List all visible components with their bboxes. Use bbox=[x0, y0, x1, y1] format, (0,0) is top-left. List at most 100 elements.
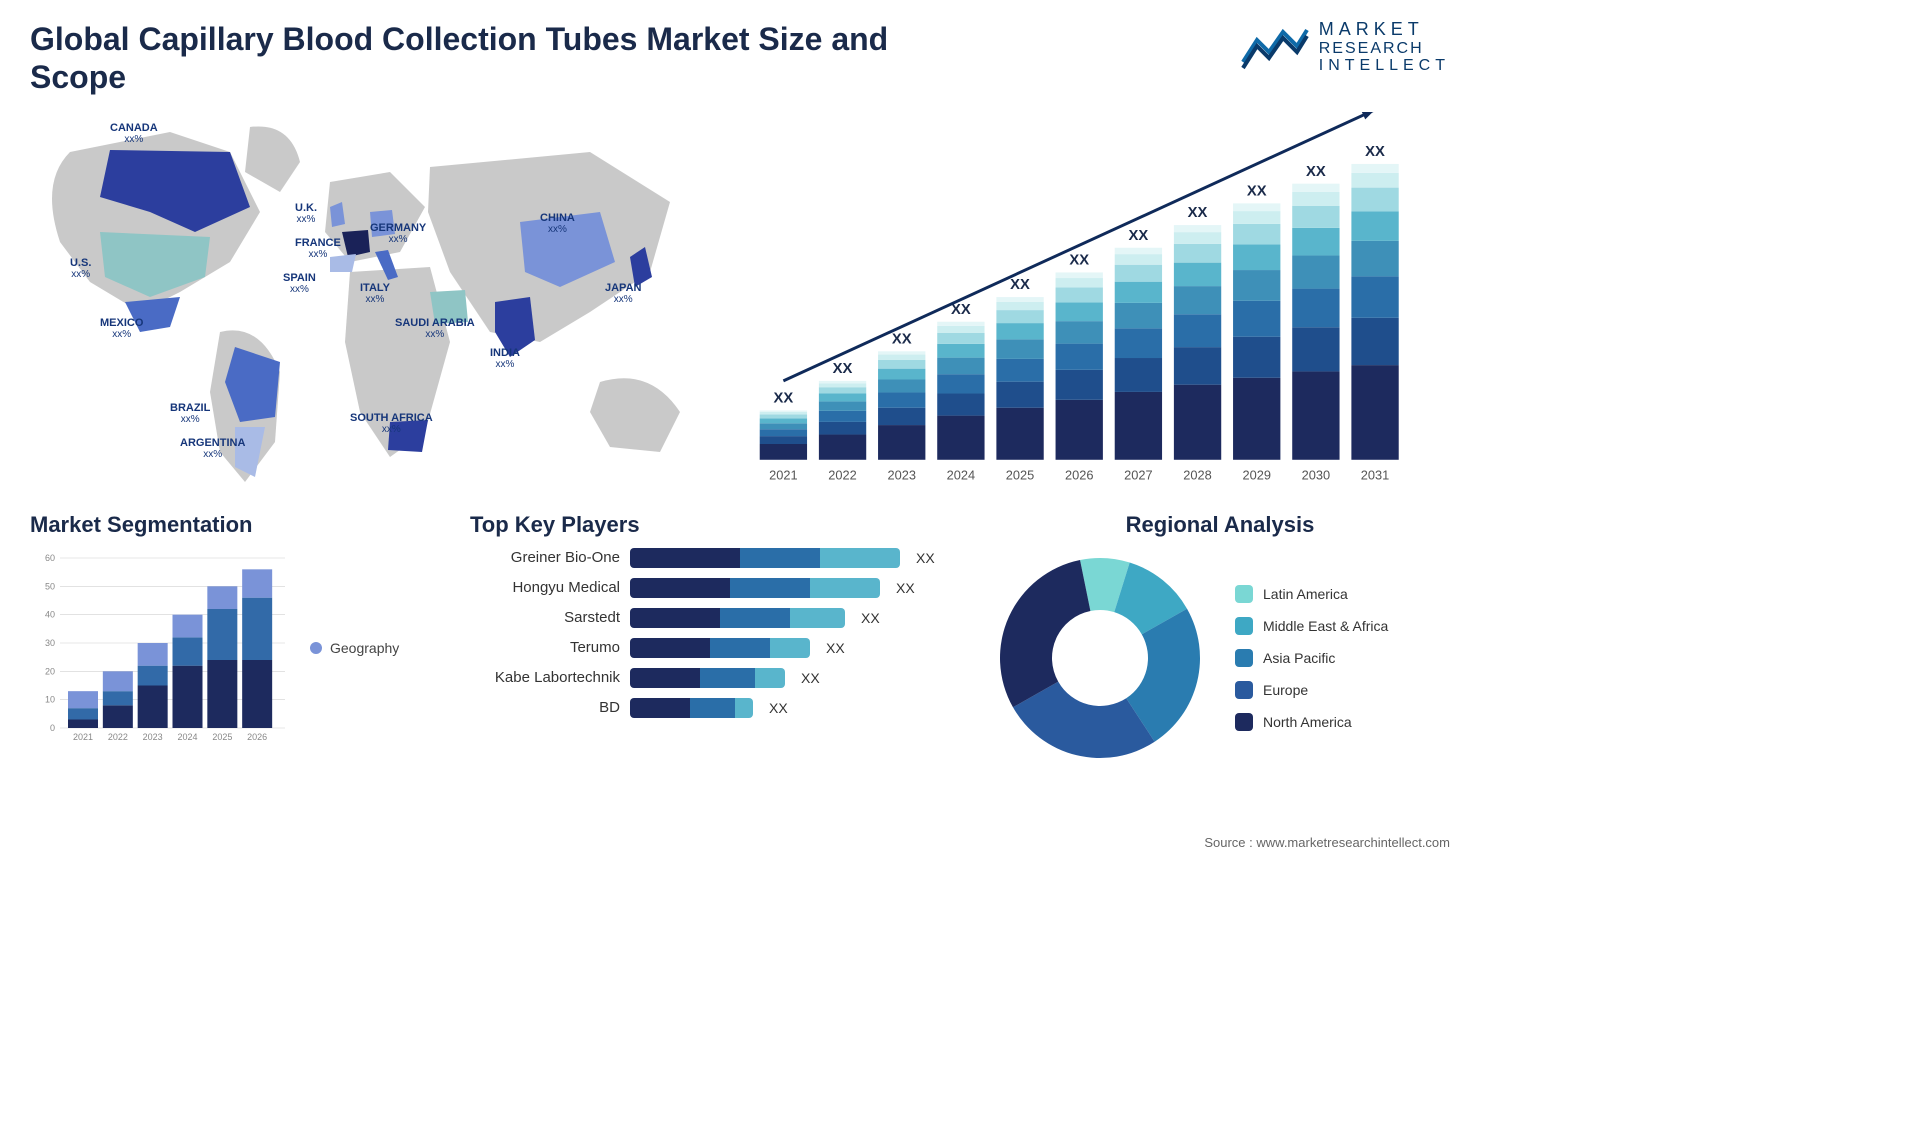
bar-segment bbox=[1233, 203, 1280, 211]
bar-segment bbox=[878, 425, 925, 460]
player-bar-segment bbox=[810, 578, 880, 598]
legend-swatch bbox=[1235, 649, 1253, 667]
player-name: Sarstedt bbox=[470, 609, 620, 626]
y-tick-label: 40 bbox=[45, 609, 55, 619]
bar-segment bbox=[878, 351, 925, 354]
player-bar-segment bbox=[710, 638, 770, 658]
legend-swatch bbox=[1235, 713, 1253, 731]
bar-segment bbox=[1174, 347, 1221, 385]
map-label-germany: GERMANYxx% bbox=[370, 222, 426, 245]
bar-segment bbox=[878, 368, 925, 379]
player-name: Hongyu Medical bbox=[470, 579, 620, 596]
bar-segment bbox=[1351, 241, 1398, 277]
bar-segment bbox=[1174, 244, 1221, 263]
segmentation-title: Market Segmentation bbox=[30, 512, 450, 538]
y-tick-label: 60 bbox=[45, 553, 55, 563]
player-bar bbox=[630, 578, 880, 598]
seg-bar-segment bbox=[173, 614, 203, 637]
logo-line2: RESEARCH bbox=[1319, 40, 1450, 58]
map-label-u-s-: U.S.xx% bbox=[70, 257, 91, 280]
logo-icon bbox=[1239, 22, 1309, 72]
seg-bar-segment bbox=[242, 569, 272, 597]
player-bar-segment bbox=[630, 548, 740, 568]
y-tick-label: 50 bbox=[45, 581, 55, 591]
bar-segment bbox=[1056, 321, 1103, 343]
y-tick-label: 0 bbox=[50, 723, 55, 733]
seg-bar-segment bbox=[68, 691, 98, 708]
brand-logo: MARKET RESEARCH INTELLECT bbox=[1239, 20, 1450, 75]
bar-segment bbox=[937, 333, 984, 344]
donut-slice bbox=[1000, 560, 1090, 707]
bar-segment bbox=[760, 429, 807, 436]
player-bar-segment bbox=[720, 608, 790, 628]
year-label: 2021 bbox=[769, 467, 797, 482]
seg-bar-segment bbox=[207, 660, 237, 728]
logo-line1: MARKET bbox=[1319, 20, 1450, 40]
player-bar-segment bbox=[755, 668, 785, 688]
bar-segment bbox=[1056, 302, 1103, 321]
year-label: 2027 bbox=[1124, 467, 1152, 482]
regional-title: Regional Analysis bbox=[990, 512, 1450, 538]
seg-year-label: 2024 bbox=[177, 732, 197, 742]
bar-segment bbox=[996, 359, 1043, 382]
map-label-spain: SPAINxx% bbox=[283, 272, 316, 295]
logo-text: MARKET RESEARCH INTELLECT bbox=[1319, 20, 1450, 75]
bar-segment bbox=[1292, 228, 1339, 256]
seg-bar-segment bbox=[68, 719, 98, 728]
map-label-italy: ITALYxx% bbox=[360, 282, 390, 305]
player-bar-segment bbox=[735, 698, 753, 718]
player-row: Greiner Bio-OneXX bbox=[470, 548, 970, 568]
regional-legend: Latin America Middle East & Africa Asia Pa… bbox=[1235, 585, 1388, 731]
bar-segment bbox=[878, 392, 925, 407]
bar-value-label: XX bbox=[1365, 144, 1385, 160]
player-value: XX bbox=[861, 610, 880, 626]
bar-segment bbox=[1351, 211, 1398, 241]
player-bar-segment bbox=[820, 548, 900, 568]
players-title: Top Key Players bbox=[470, 512, 970, 538]
player-bar-segment bbox=[770, 638, 810, 658]
map-label-japan: JAPANxx% bbox=[605, 282, 641, 305]
player-bar bbox=[630, 638, 810, 658]
legend-label: Geography bbox=[330, 640, 399, 656]
regional-legend-item: Middle East & Africa bbox=[1235, 617, 1388, 635]
players-list: Greiner Bio-OneXXHongyu MedicalXXSarsted… bbox=[470, 548, 970, 718]
player-bar-segment bbox=[630, 638, 710, 658]
player-bar bbox=[630, 698, 753, 718]
year-label: 2026 bbox=[1065, 467, 1093, 482]
legend-text: Middle East & Africa bbox=[1263, 618, 1388, 634]
player-name: Greiner Bio-One bbox=[470, 549, 620, 566]
year-label: 2031 bbox=[1361, 467, 1389, 482]
bar-segment bbox=[1233, 244, 1280, 270]
player-row: TerumoXX bbox=[470, 638, 970, 658]
player-bar-segment bbox=[630, 578, 730, 598]
bar-segment bbox=[878, 354, 925, 359]
bar-value-label: XX bbox=[1247, 183, 1267, 199]
year-label: 2024 bbox=[947, 467, 975, 482]
map-label-saudi-arabia: SAUDI ARABIAxx% bbox=[395, 317, 475, 340]
bar-segment bbox=[1174, 286, 1221, 314]
page-title: Global Capillary Blood Collection Tubes … bbox=[30, 20, 930, 97]
bar-segment bbox=[760, 444, 807, 460]
legend-swatch bbox=[1235, 585, 1253, 603]
bar-segment bbox=[1233, 211, 1280, 224]
player-bar-segment bbox=[740, 548, 820, 568]
player-name: Terumo bbox=[470, 639, 620, 656]
bar-segment bbox=[996, 407, 1043, 459]
segmentation-chart: 0102030405060202120222023202420252026 bbox=[30, 548, 290, 748]
bar-segment bbox=[1115, 281, 1162, 302]
player-row: Sarstedt XX bbox=[470, 608, 970, 628]
regional-legend-item: Latin America bbox=[1235, 585, 1388, 603]
bar-segment bbox=[1115, 254, 1162, 265]
player-name: BD bbox=[470, 699, 620, 716]
map-label-brazil: BRAZILxx% bbox=[170, 402, 210, 425]
player-bar-segment bbox=[630, 608, 720, 628]
player-bar bbox=[630, 548, 900, 568]
bar-segment bbox=[937, 322, 984, 326]
bar-value-label: XX bbox=[833, 361, 853, 377]
player-bar bbox=[630, 608, 845, 628]
regional-legend-item: Asia Pacific bbox=[1235, 649, 1388, 667]
logo-line3: INTELLECT bbox=[1319, 57, 1450, 75]
seg-year-label: 2022 bbox=[108, 732, 128, 742]
bar-segment bbox=[819, 393, 866, 401]
bar-segment bbox=[937, 326, 984, 333]
